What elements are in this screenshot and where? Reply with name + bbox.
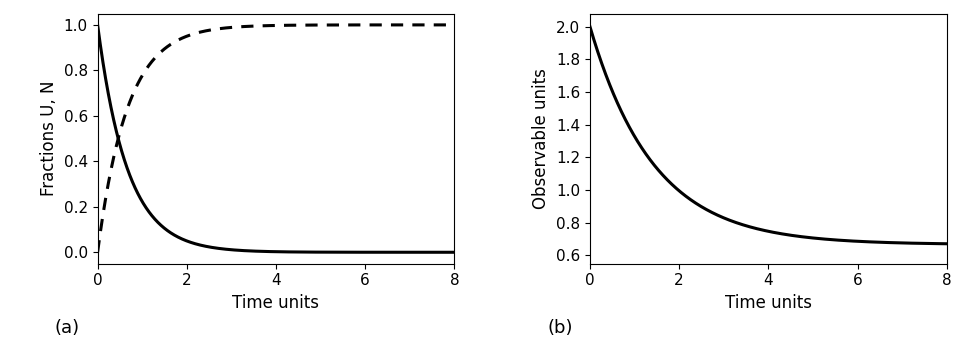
Y-axis label: Observable units: Observable units bbox=[533, 68, 550, 209]
Text: (a): (a) bbox=[55, 319, 80, 337]
X-axis label: Time units: Time units bbox=[725, 294, 812, 312]
Text: (b): (b) bbox=[548, 319, 573, 337]
Y-axis label: Fractions U, N: Fractions U, N bbox=[40, 81, 59, 196]
X-axis label: Time units: Time units bbox=[232, 294, 319, 312]
